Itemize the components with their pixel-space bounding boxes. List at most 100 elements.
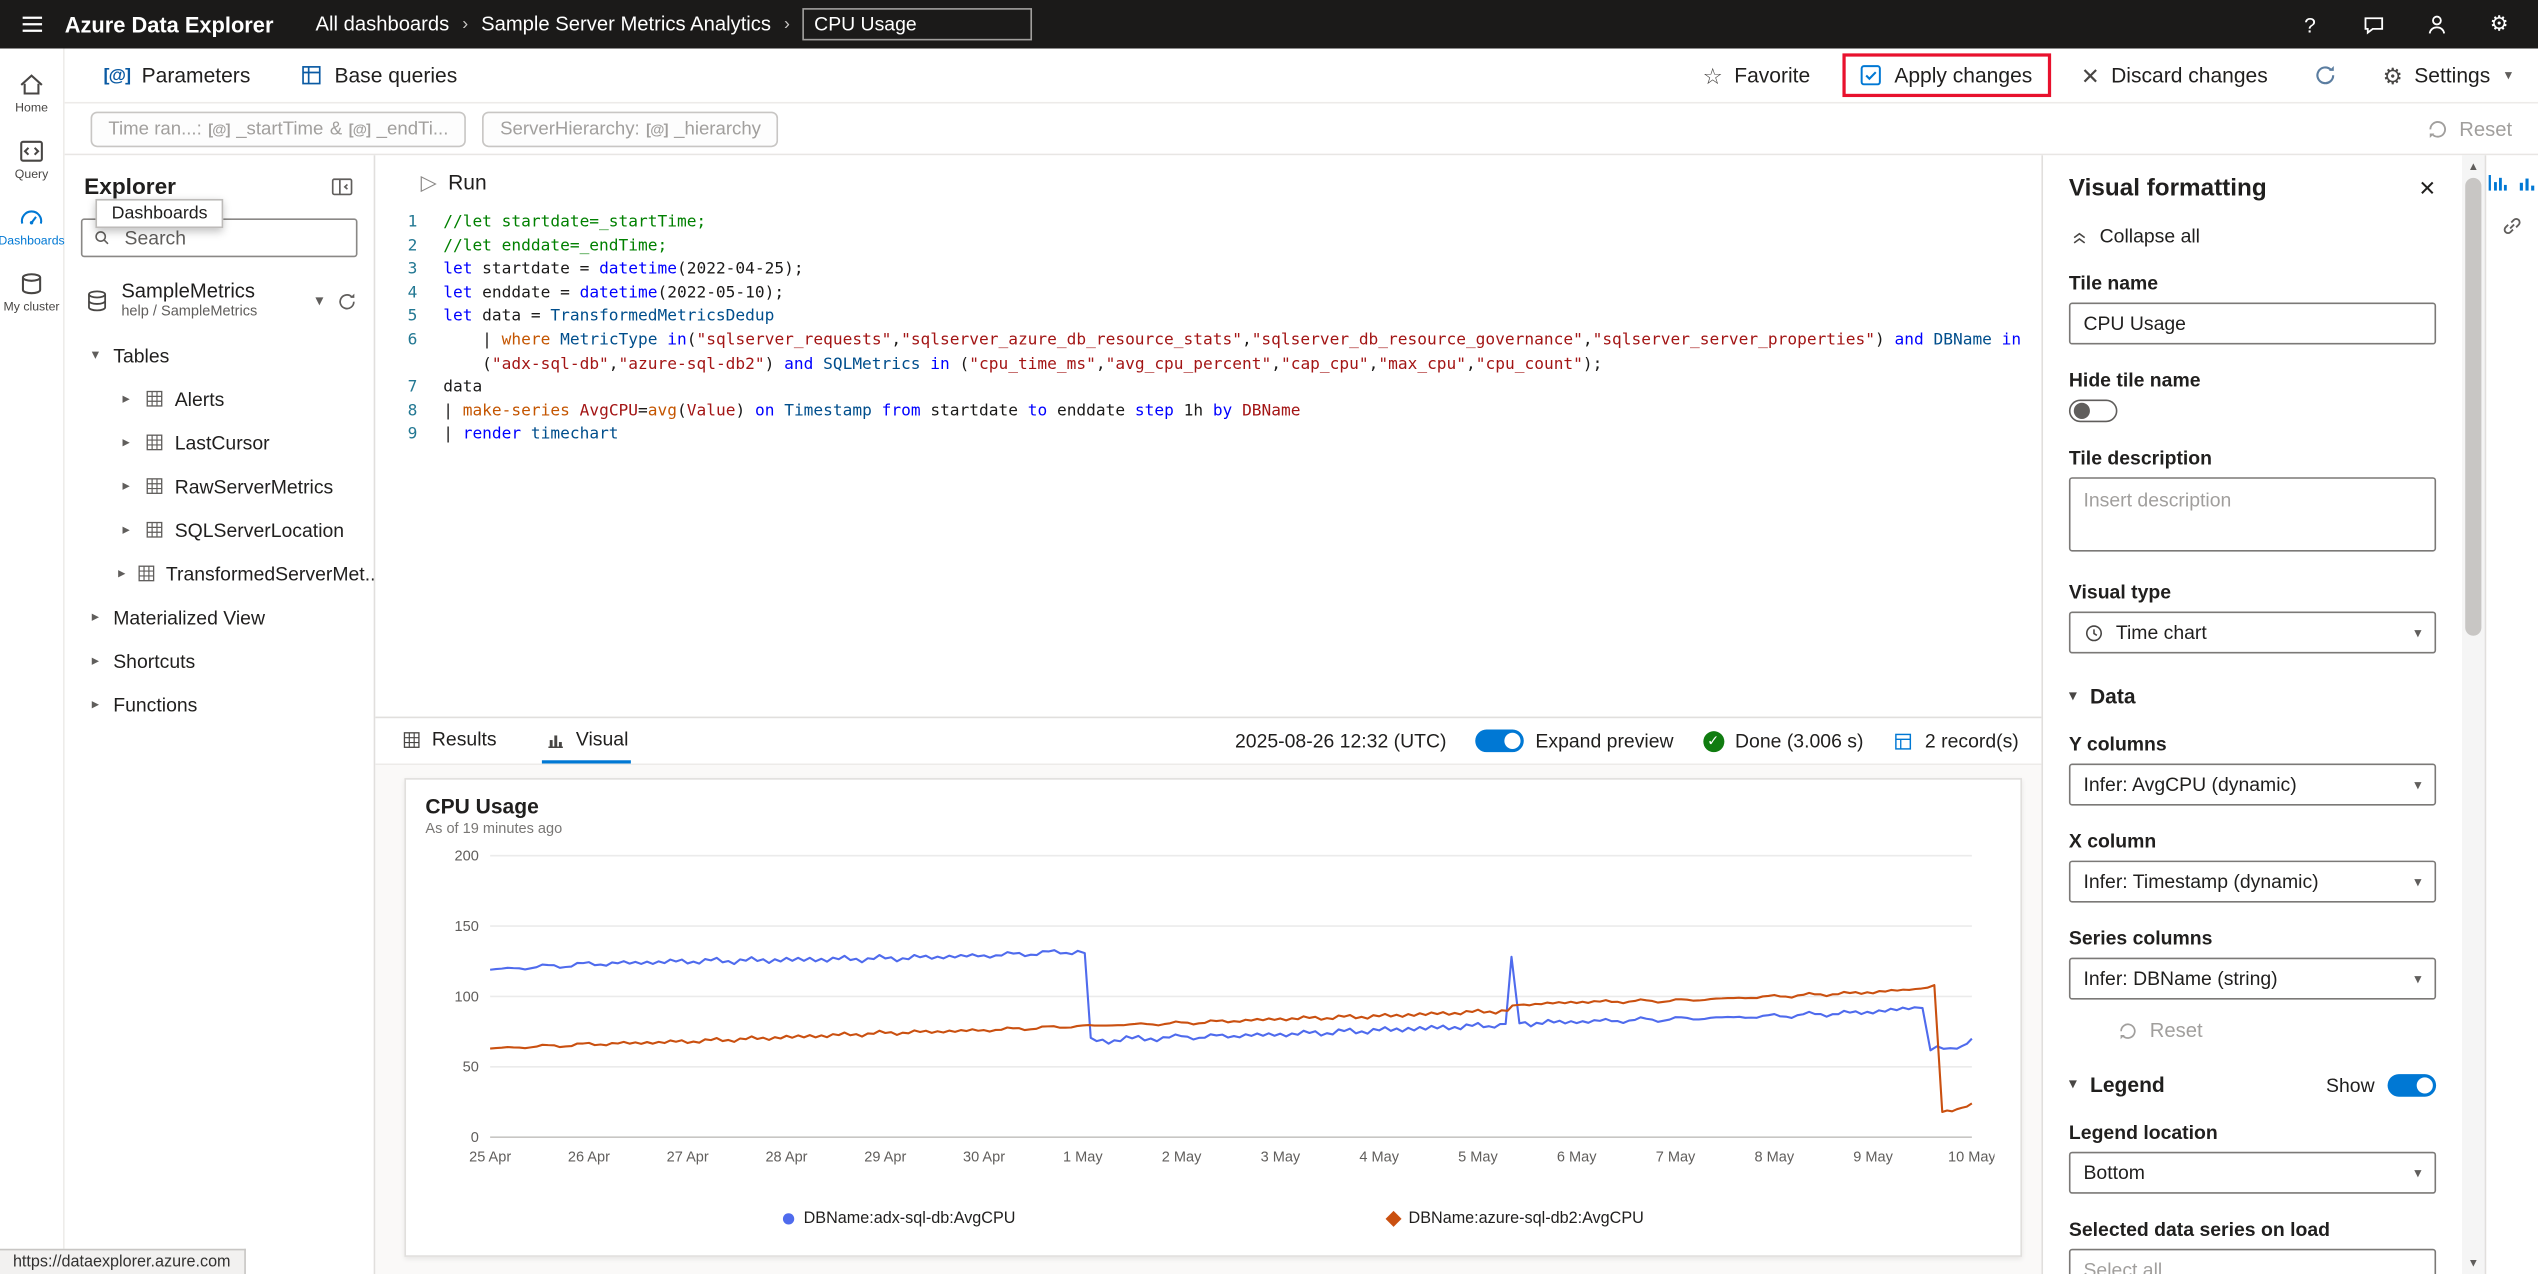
feedback-icon[interactable] (2360, 11, 2386, 37)
nav-item-query[interactable]: Query (0, 131, 64, 188)
chevron-right-icon[interactable]: ▸ (91, 608, 100, 625)
chevron-right-icon[interactable]: ▸ (122, 520, 130, 538)
series-columns-dropdown[interactable]: Infer: DBName (string) ▾ (2068, 957, 2437, 1000)
dashboard-title-input[interactable] (802, 8, 1033, 41)
search-input[interactable] (121, 224, 347, 251)
breadcrumb-dashboard-name[interactable]: Sample Server Metrics Analytics (481, 12, 772, 36)
data-section-header[interactable]: ▾ Data (2068, 684, 2136, 709)
svg-text:1 May: 1 May (1063, 1149, 1103, 1165)
tree-item-alerts[interactable]: ▸ Alerts (65, 377, 374, 421)
chevron-right-icon[interactable]: ▸ (122, 433, 130, 450)
chevron-right-icon[interactable]: ▸ (122, 389, 130, 407)
query-editor[interactable]: 1//let startdate=_startTime; 2//let endda… (375, 202, 2041, 716)
favorite-button[interactable]: ☆ Favorite (1702, 62, 1811, 89)
svg-text:3 May: 3 May (1261, 1149, 1301, 1165)
tree-item-functions[interactable]: ▸ Functions (65, 683, 374, 727)
account-icon[interactable] (2423, 11, 2449, 37)
nav-item-dashboards[interactable]: Dashboards (0, 197, 65, 254)
explorer-search[interactable] (80, 218, 358, 258)
breadcrumb-all-dashboards[interactable]: All dashboards (315, 12, 450, 36)
tree-item-rawservermetrics[interactable]: ▸ RawServerMetrics (65, 464, 374, 508)
collapse-all-button[interactable]: Collapse all (2069, 225, 2436, 247)
chevron-down-icon: ▾ (2068, 687, 2078, 706)
svg-text:50: 50 (463, 1060, 479, 1076)
tree-item-shortcuts[interactable]: ▸ Shortcuts (65, 639, 374, 683)
tree-item-materialized-view[interactable]: ▸ Materialized View (65, 595, 374, 639)
tree-item-transformedservermet[interactable]: ▸ TransformedServerMet... (118, 562, 376, 585)
right-rail (2484, 155, 2538, 1274)
legend-location-dropdown[interactable]: Bottom ▾ (2068, 1151, 2437, 1194)
explorer-tree: ▾ Tables ▸ Alerts ▸ LastCursor ▸ RawServerMetri… (65, 333, 374, 726)
timechart[interactable]: 0 50 100 150 200 25 Apr 26 Apr 27 Apr 28 Apr 29 A… (425, 843, 2001, 1202)
base-queries-button[interactable]: Base queries (299, 63, 457, 87)
link-icon[interactable] (2501, 215, 2524, 238)
collapse-explorer-icon[interactable] (330, 174, 354, 198)
y-columns-dropdown[interactable]: Infer: AvgCPU (dynamic) ▾ (2068, 763, 2437, 806)
svg-text:28 Apr: 28 Apr (765, 1149, 807, 1165)
query-icon (20, 140, 43, 162)
chevron-right-icon[interactable]: ▸ (91, 695, 100, 712)
settings-gear-icon[interactable]: ⚙ (2489, 11, 2509, 36)
svg-text:7 May: 7 May (1656, 1149, 1696, 1165)
tab-results[interactable]: Results (398, 718, 500, 763)
discard-changes-button[interactable]: ✕ Discard changes (2080, 62, 2268, 89)
tree-item-lastcursor[interactable]: ▸ LastCursor (65, 421, 374, 465)
chevron-down-icon[interactable]: ▾ (315, 291, 324, 310)
app-title[interactable]: Azure Data Explorer (64, 12, 274, 37)
run-button[interactable]: Run (448, 169, 487, 194)
cpu-usage-tile[interactable]: CPU Usage As of 19 minutes ago 0 50 100 150… (404, 778, 2022, 1257)
timechart-canvas[interactable]: 0 50 100 150 200 25 Apr 26 Apr 27 Apr 28 Apr 29 A… (425, 843, 1995, 1202)
breadcrumb: All dashboards › Sample Server Metrics A… (315, 8, 1033, 41)
chevron-right-icon[interactable]: ▸ (91, 651, 100, 669)
help-icon[interactable]: ? (2304, 12, 2316, 37)
scrollbar-thumb[interactable] (2465, 177, 2482, 636)
svg-text:25 Apr: 25 Apr (469, 1149, 511, 1165)
scroll-up-arrow[interactable]: ▲ (2467, 160, 2479, 173)
parameters-button[interactable]: [@] Parameters (103, 63, 251, 88)
table-icon (144, 519, 165, 540)
tree-item-sqlserverlocation[interactable]: ▸ SQLServerLocation (65, 508, 374, 552)
nav-item-home[interactable]: Home (0, 65, 64, 122)
nav-item-my-cluster[interactable]: My cluster (0, 264, 64, 321)
x-column-dropdown[interactable]: Infer: Timestamp (dynamic) ▾ (2068, 860, 2437, 903)
reset-columns-button[interactable]: Reset (2117, 1019, 2436, 1042)
dashboard-settings-button[interactable]: ⚙ Settings ▾ (2382, 62, 2513, 89)
refresh-button[interactable] (2313, 63, 2337, 87)
tile-description-label: Tile description (2068, 446, 2213, 470)
breadcrumb-separator: › (462, 14, 469, 34)
server-hierarchy-parameter-pill[interactable]: ServerHierarchy: [@] _hierarchy (482, 110, 779, 147)
tree-item-tables[interactable]: ▾ Tables (65, 333, 374, 377)
tile-name-input[interactable] (2068, 302, 2437, 345)
legend-show-toggle[interactable] (2387, 1073, 2437, 1096)
y-columns-label: Y columns (2068, 732, 2167, 756)
sync-icon[interactable] (336, 290, 357, 311)
chevron-down-icon: ▾ (2414, 1163, 2422, 1181)
chevron-right-icon[interactable]: ▸ (122, 477, 130, 494)
selected-series-input[interactable] (2068, 1248, 2437, 1274)
expand-preview-toggle[interactable] (1475, 729, 1525, 753)
chevron-down-icon[interactable]: ▾ (91, 346, 100, 363)
legend-item-dbname-azure-sql-db2-avgcpu[interactable]: DBName:azure-sql-db2:AvgCPU (1385, 1210, 1644, 1228)
database-selector[interactable]: SampleMetrics help / SampleMetrics ▾ (84, 281, 357, 320)
svg-text:6 May: 6 May (1557, 1149, 1597, 1165)
hide-tile-name-toggle[interactable] (2068, 399, 2118, 423)
table-icon (403, 731, 420, 748)
reset-icon (2120, 1022, 2136, 1039)
hamburger-menu-icon[interactable] (0, 0, 65, 49)
chevron-right-icon[interactable]: ▸ (118, 564, 126, 581)
panel-title: Visual formatting (2068, 174, 2267, 203)
scroll-down-arrow[interactable]: ▼ (2467, 1257, 2479, 1270)
close-panel-icon[interactable]: ✕ (2418, 175, 2437, 200)
legend-item-dbname-adx-sql-db-avgcpu[interactable]: DBName:adx-sql-db:AvgCPU (782, 1210, 1015, 1228)
reset-parameters-button[interactable]: Reset (2427, 117, 2512, 140)
panel-scrollbar[interactable]: ▲ ▼ (2461, 155, 2485, 1274)
svg-text:30 Apr: 30 Apr (963, 1149, 1005, 1165)
chart-pane-icon[interactable] (2516, 171, 2538, 194)
visual-formatting-pane-icon[interactable] (2485, 171, 2508, 194)
visual-type-dropdown[interactable]: Time chart ▾ (2068, 611, 2437, 654)
tile-description-input[interactable] (2068, 477, 2437, 552)
apply-changes-button[interactable]: Apply changes (1859, 63, 2032, 87)
legend-section-header[interactable]: ▾ Legend Show (2069, 1072, 2437, 1097)
tab-visual[interactable]: Visual (541, 718, 632, 764)
time-range-parameter-pill[interactable]: Time ran...: [@] _startTime & [@] _endTi… (90, 110, 467, 147)
